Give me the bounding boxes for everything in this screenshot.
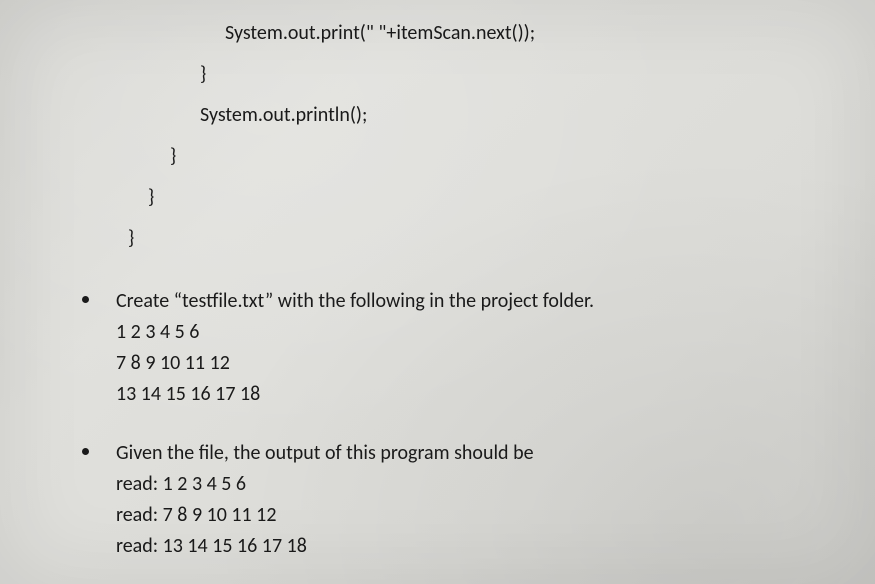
bullet-lead-text: Create “testfile.txt” with the following… xyxy=(116,286,875,317)
code-line: System.out.println(); xyxy=(140,100,875,131)
bullet-line: 13 14 15 16 17 18 xyxy=(116,379,875,410)
bullet-line: read: 7 8 9 10 11 12 xyxy=(116,500,875,531)
code-line: } xyxy=(140,182,875,213)
bullet-line: 7 8 9 10 11 12 xyxy=(116,348,875,379)
code-line: } xyxy=(128,223,875,254)
bullet-line: read: 13 14 15 16 17 18 xyxy=(116,531,875,562)
code-line: } xyxy=(140,141,875,172)
code-line: System.out.print(" "+itemScan.next()); xyxy=(140,18,875,49)
bullet-icon xyxy=(82,296,89,303)
bullet-lead-text: Given the file, the output of this progr… xyxy=(116,438,875,469)
bullet-item: Create “testfile.txt” with the following… xyxy=(0,286,875,410)
code-block: System.out.print(" "+itemScan.next()); }… xyxy=(0,18,875,254)
bullet-icon xyxy=(82,448,89,455)
bullet-line: 1 2 3 4 5 6 xyxy=(116,317,875,348)
code-line: } xyxy=(140,59,875,90)
bullet-line: read: 1 2 3 4 5 6 xyxy=(116,469,875,500)
bullet-item: Given the file, the output of this progr… xyxy=(0,438,875,562)
